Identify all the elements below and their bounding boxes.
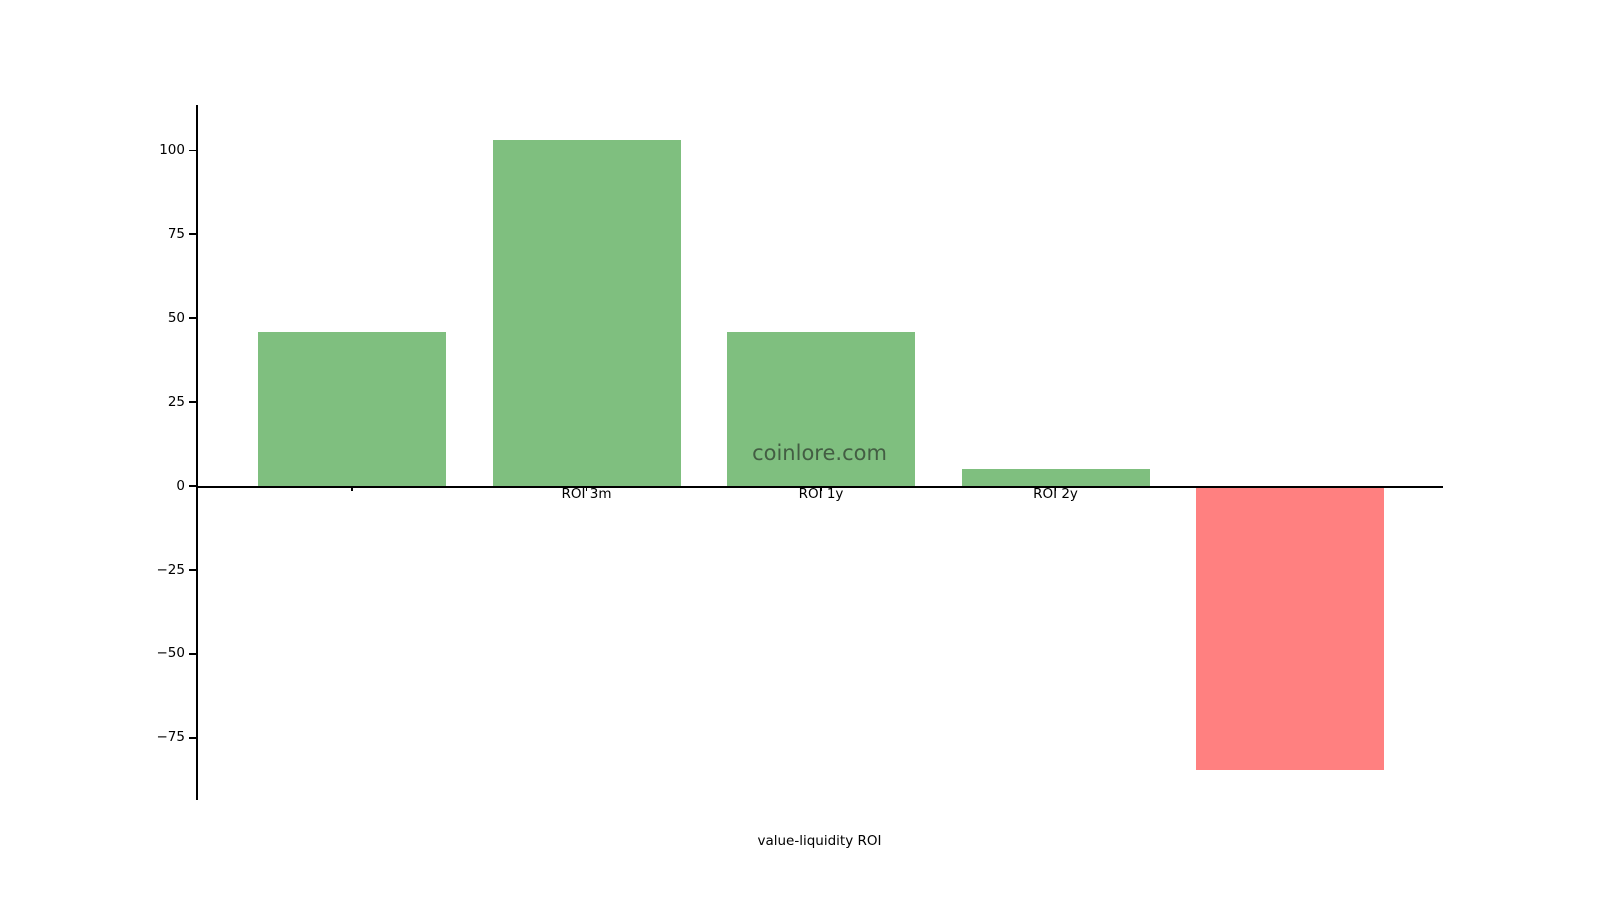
y-tick [189,653,196,655]
x-tick [351,486,353,492]
x-axis-line [196,486,1443,488]
y-tick-label: 0 [176,477,185,494]
x-tick-label-roi-1y: ROI 1y [798,486,844,503]
y-tick-label: 75 [167,225,185,242]
y-tick-label: 25 [167,393,185,410]
y-tick [189,569,196,571]
y-tick-label: −25 [156,561,186,578]
bar-roi-1y [727,331,915,487]
bar-category-1 [258,331,446,487]
y-tick-label: −75 [156,729,186,746]
y-tick-label: −50 [156,645,186,662]
y-tick-label: 100 [159,141,185,158]
watermark: coinlore.com [752,440,887,465]
y-tick [189,317,196,319]
bar-category-5 [1196,487,1384,770]
y-tick [189,233,196,236]
bar-roi-3m [492,140,681,487]
x-tick [1054,486,1057,492]
bar-roi-2y [961,469,1150,487]
y-tick [189,149,196,152]
x-tick-label-roi-3m: ROI 3m [561,486,612,503]
x-axis-title: value-liquidity ROI [757,833,882,849]
y-tick [189,485,196,487]
x-tick-label-roi-2y: ROI 2y [1033,486,1078,503]
y-tick [189,401,196,403]
y-tick-label: 50 [167,309,185,326]
x-tick [585,486,588,492]
y-tick [189,737,196,739]
x-tick [820,486,822,492]
y-axis-line [196,105,198,800]
